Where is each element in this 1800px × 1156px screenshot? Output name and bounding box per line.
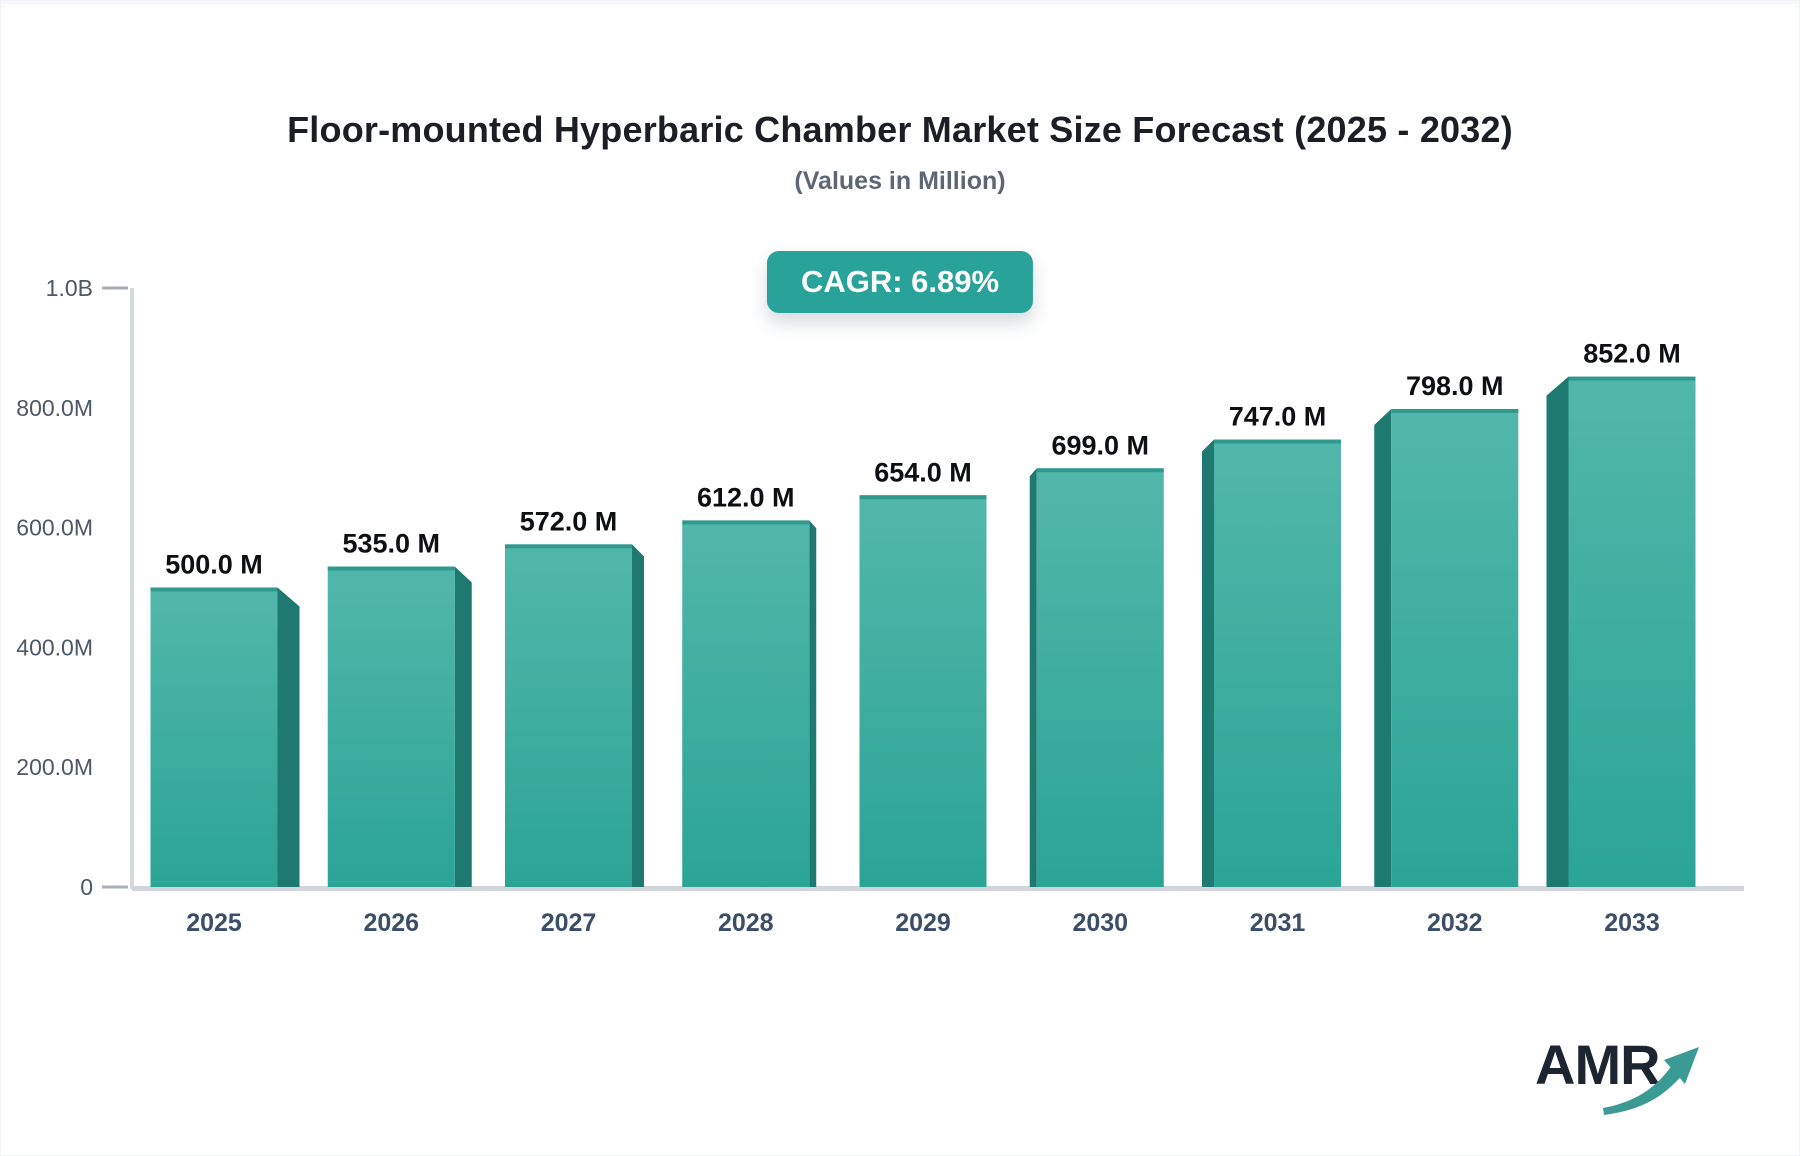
bar-group-2026: 535.0 M 2026 [327, 529, 472, 937]
amr-logo: AMR [1529, 1031, 1719, 1126]
bar-side-face [1374, 408, 1392, 887]
bar-value-label: 747.0 M [1229, 402, 1327, 432]
bar-value-label: 535.0 M [342, 529, 440, 559]
bar[interactable] [150, 587, 278, 888]
bar-top-rim [1391, 408, 1519, 413]
page-subtitle: (Values in Million) [794, 167, 1006, 195]
x-axis-label: 2025 [186, 909, 242, 937]
bar[interactable] [1391, 408, 1519, 887]
bar-top-rim [327, 566, 455, 571]
bar-side-face [454, 566, 472, 887]
bar-top-rim [150, 587, 278, 592]
bar[interactable] [859, 495, 987, 887]
bar-value-label: 612.0 M [697, 482, 795, 512]
x-axis-label: 2027 [541, 909, 597, 937]
x-axis-label: 2031 [1250, 909, 1306, 937]
y-axis-label: 200.0M [16, 754, 93, 780]
bar-top-rim [1036, 468, 1164, 473]
x-axis-label: 2026 [363, 909, 419, 937]
bar-group-2028: 612.0 M 2028 [682, 482, 817, 937]
bar-top-rim [859, 495, 987, 500]
y-axis-label: 1.0B [46, 275, 93, 301]
y-axis-label: 0 [80, 874, 93, 900]
x-axis-label: 2033 [1604, 909, 1660, 937]
x-axis-label: 2028 [718, 909, 774, 937]
y-axis-label: 400.0M [16, 634, 93, 660]
bar-group-2029: 654.0 M 2029 [859, 457, 987, 937]
bar-value-label: 500.0 M [165, 550, 263, 580]
x-axis-label: 2032 [1427, 909, 1483, 937]
bar-side-face [277, 587, 300, 887]
bar[interactable] [682, 520, 810, 887]
bar[interactable] [505, 544, 632, 887]
bar-top-rim [1214, 439, 1341, 444]
bar-top-rim [505, 544, 632, 549]
bar-side-face [1202, 439, 1214, 887]
bar-group-2030: 699.0 M 2030 [1029, 430, 1164, 937]
page-title: Floor-mounted Hyperbaric Chamber Market … [287, 109, 1513, 150]
y-axis-line [130, 288, 134, 889]
bar-side-face [1029, 468, 1037, 887]
bar-group-2032: 798.0 M 2032 [1374, 371, 1519, 937]
x-axis-label: 2029 [895, 909, 951, 937]
bar-value-label: 572.0 M [520, 506, 618, 536]
bar-value-label: 699.0 M [1051, 430, 1149, 460]
bar-side-face [632, 544, 644, 887]
bar-group-2031: 747.0 M 2031 [1202, 402, 1341, 937]
y-axis-tick [102, 286, 128, 290]
y-axis-tick [102, 885, 128, 889]
bar-top-rim [1568, 376, 1696, 381]
amr-logo-text: AMR [1535, 1033, 1661, 1096]
bar-value-label: 798.0 M [1406, 371, 1504, 401]
bar-value-label: 852.0 M [1583, 339, 1681, 369]
bar-group-2027: 572.0 M 2027 [505, 506, 644, 937]
bar[interactable] [1214, 439, 1341, 887]
bar-side-face [1546, 376, 1569, 887]
top-border [1, 1, 1799, 4]
cagr-badge: CAGR: 6.89% [766, 251, 1034, 313]
bar[interactable] [327, 566, 455, 887]
x-axis-line [132, 886, 1744, 891]
bar[interactable] [1568, 376, 1696, 887]
bar-group-2025: 500.0 M 2025 [150, 550, 300, 937]
bar-group-2033: 852.0 M 2033 [1546, 339, 1696, 937]
bar-value-label: 654.0 M [874, 457, 972, 487]
x-axis-label: 2030 [1072, 909, 1128, 937]
bar-side-face [809, 520, 817, 887]
bar[interactable] [1036, 468, 1164, 887]
y-axis-label: 600.0M [16, 515, 93, 541]
growth-arrow-icon [1603, 1047, 1699, 1115]
y-axis-label: 800.0M [16, 395, 93, 421]
bar-top-rim [682, 520, 810, 525]
